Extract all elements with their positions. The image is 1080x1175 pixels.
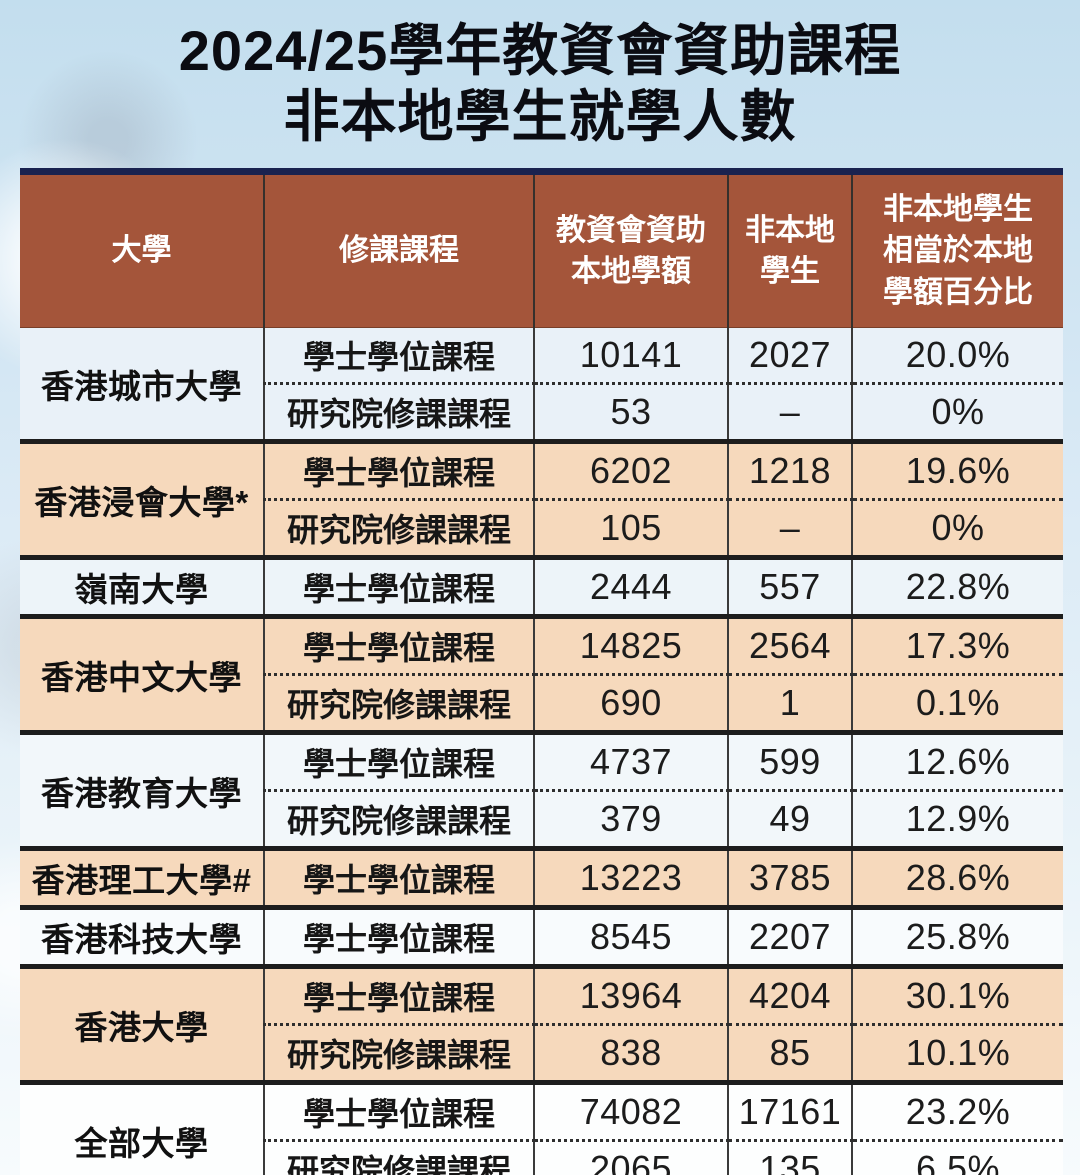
cell-funded-places: 6202 (533, 439, 728, 500)
page-title-line2: 非本地學生就學人數 (283, 84, 797, 148)
cell-programme: 研究院修課課程 (263, 1139, 534, 1175)
cell-programme: 研究院修課課程 (263, 673, 534, 733)
cell-programme: 研究院修課課程 (263, 382, 534, 442)
cell-percentage: 17.3% (851, 614, 1063, 675)
cell-programme: 學士學位課程 (263, 614, 534, 675)
table-row: 香港科技大學 學士學位課程 8545 2207 25.8% (20, 905, 1063, 967)
cell-non-local: 85 (727, 1023, 852, 1083)
table-row: 嶺南大學 學士學位課程 2444 557 22.8% (20, 555, 1063, 617)
cell-percentage: 22.8% (851, 555, 1063, 617)
cell-programme: 學士學位課程 (263, 730, 534, 791)
cell-percentage: 6.5% (851, 1139, 1063, 1175)
cell-programme: 研究院修課課程 (263, 498, 534, 558)
cell-non-local: – (727, 382, 852, 442)
table-row: 香港大學 學士學位課程 13964 4204 30.1% (20, 964, 1063, 1083)
cell-programme: 學士學位課程 (263, 964, 534, 1025)
cell-funded-places: 10141 (533, 327, 728, 384)
cell-funded-places: 74082 (533, 1080, 728, 1141)
cell-programme: 學士學位課程 (263, 327, 534, 384)
cell-programme: 學士學位課程 (263, 555, 534, 617)
cell-non-local: 2564 (727, 614, 852, 675)
cell-non-local: 4204 (727, 964, 852, 1025)
cell-percentage: 28.6% (851, 846, 1063, 908)
table-row: 全部大學 學士學位課程 74082 17161 23.2% (20, 1080, 1063, 1175)
cell-programme: 學士學位課程 (263, 846, 534, 908)
cell-programme: 學士學位課程 (263, 1080, 534, 1141)
cell-non-local: 1 (727, 673, 852, 733)
university-name: 香港理工大學# (20, 846, 264, 908)
column-header-percentage: 非本地學生 相當於本地 學額百分比 (851, 175, 1063, 328)
university-name: 香港浸會大學* (20, 439, 264, 558)
cell-non-local: 135 (727, 1139, 852, 1175)
column-header-funded-places: 教資會資助 本地學額 (533, 175, 728, 328)
cell-funded-places: 13964 (533, 964, 728, 1025)
cell-percentage: 0.1% (851, 673, 1063, 733)
cell-percentage: 0% (851, 382, 1063, 442)
page-title: 2024/25學年教資會資助課程 非本地學生就學人數 (0, 0, 1080, 149)
cell-funded-places: 53 (533, 382, 728, 442)
cell-non-local: 2027 (727, 327, 852, 384)
header-row: 大學 修課課程 教資會資助 本地學額 非本地 學生 非本地學生 相當於本地 學額… (20, 175, 1063, 328)
cell-percentage: 12.6% (851, 730, 1063, 791)
table-row: 香港城市大學 學士學位課程 10141 2027 20.0% (20, 327, 1063, 405)
cell-percentage: 0% (851, 498, 1063, 558)
cell-funded-places: 2065 (533, 1139, 728, 1175)
cell-percentage: 25.8% (851, 905, 1063, 967)
cell-percentage: 19.6% (851, 439, 1063, 500)
cell-funded-places: 4737 (533, 730, 728, 791)
enrollment-table-frame: 大學 修課課程 教資會資助 本地學額 非本地 學生 非本地學生 相當於本地 學額… (20, 168, 1063, 1175)
cell-non-local: 2207 (727, 905, 852, 967)
column-header-programme: 修課課程 (263, 175, 534, 328)
university-name: 香港城市大學 (41, 367, 242, 405)
table-row: 香港中文大學 學士學位課程 14825 2564 17.3% (20, 614, 1063, 733)
cell-non-local: 49 (727, 789, 852, 849)
cell-funded-places: 8545 (533, 905, 728, 967)
university-name: 香港科技大學 (20, 905, 264, 967)
cell-funded-places: 13223 (533, 846, 728, 908)
cell-funded-places: 379 (533, 789, 728, 849)
cell-non-local: 599 (727, 730, 852, 791)
cell-non-local: 17161 (727, 1080, 852, 1141)
table-row: 香港教育大學 學士學位課程 4737 599 12.6% (20, 730, 1063, 849)
university-name: 香港教育大學 (20, 730, 264, 849)
cell-percentage: 10.1% (851, 1023, 1063, 1083)
column-header-university: 大學 (20, 175, 264, 328)
table-row: 香港浸會大學* 學士學位課程 6202 1218 19.6% (20, 439, 1063, 558)
cell-programme: 學士學位課程 (263, 905, 534, 967)
cell-funded-places: 2444 (533, 555, 728, 617)
university-name: 香港中文大學 (20, 614, 264, 733)
cell-funded-places: 14825 (533, 614, 728, 675)
enrollment-table: 大學 修課課程 教資會資助 本地學額 非本地 學生 非本地學生 相當於本地 學額… (20, 175, 1063, 1175)
cell-percentage: 12.9% (851, 789, 1063, 849)
cell-percentage: 23.2% (851, 1080, 1063, 1141)
cell-percentage: 20.0% (851, 327, 1063, 384)
university-name: 全部大學 (20, 1080, 264, 1175)
cell-percentage: 30.1% (851, 964, 1063, 1025)
cell-funded-places: 105 (533, 498, 728, 558)
university-name: 嶺南大學 (20, 555, 264, 617)
table-row: 研究院修課課程 379 49 12.9% (20, 789, 1063, 849)
table-row: 研究院修課課程 838 85 10.1% (20, 1023, 1063, 1083)
cell-programme: 學士學位課程 (263, 439, 534, 500)
table-row: 香港理工大學# 學士學位課程 13223 3785 28.6% (20, 846, 1063, 908)
cell-funded-places: 690 (533, 673, 728, 733)
column-header-non-local: 非本地 學生 (727, 175, 852, 328)
university-name: 香港大學 (20, 964, 264, 1083)
cell-non-local: 3785 (727, 846, 852, 908)
table-row: 研究院修課課程 53–0% (20, 382, 1063, 442)
page-title-line1: 2024/25學年教資會資助課程 (178, 19, 902, 82)
cell-programme: 研究院修課課程 (263, 1023, 534, 1083)
cell-programme: 研究院修課課程 (263, 789, 534, 849)
cell-non-local: – (727, 498, 852, 558)
cell-non-local: 557 (727, 555, 852, 617)
cell-funded-places: 838 (533, 1023, 728, 1083)
cell-non-local: 1218 (727, 439, 852, 500)
